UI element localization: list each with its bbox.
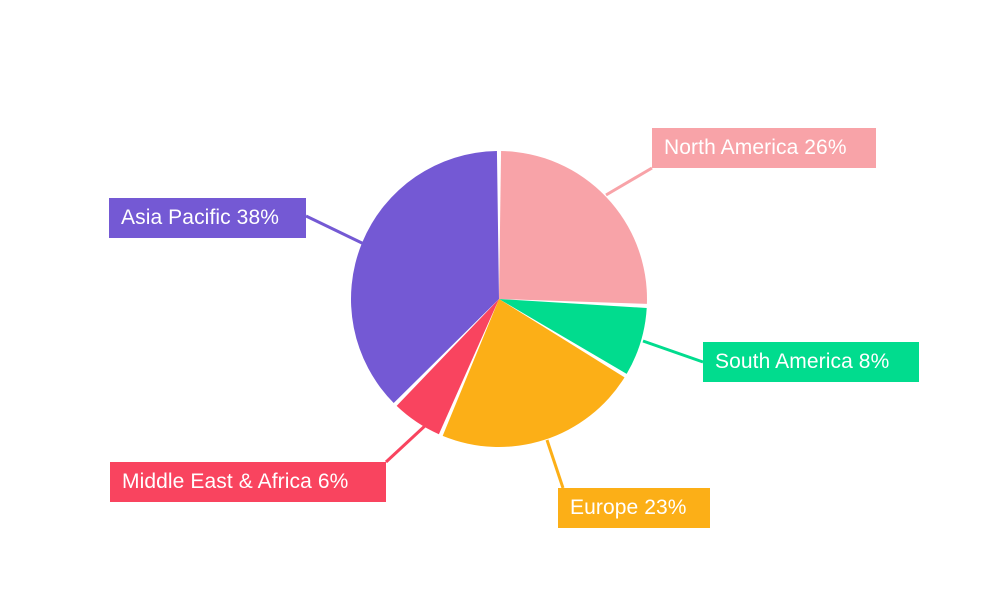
pie-label-asia-pacific[interactable]: Asia Pacific 38% <box>109 198 306 238</box>
leader-line-north-america <box>605 166 653 197</box>
pie-slice-north-america[interactable] <box>499 151 647 304</box>
pie-slice-europe[interactable] <box>442 299 625 447</box>
pie-slice-south-america[interactable] <box>499 299 647 374</box>
leader-line-middle-east-africa <box>384 422 429 464</box>
pie-slice-group <box>350 151 647 447</box>
leader-line-asia-pacific <box>305 214 365 246</box>
leader-line-group <box>305 166 704 489</box>
pie-label-middle-east-africa[interactable]: Middle East & Africa 6% <box>110 462 386 502</box>
pie-label-north-america[interactable]: North America 26% <box>652 128 876 168</box>
pie-label-south-america[interactable]: South America 8% <box>703 342 919 382</box>
pie-label-europe[interactable]: Europe 23% <box>558 488 710 528</box>
leader-line-europe <box>545 439 565 489</box>
pie-slice-middle-east-africa[interactable] <box>396 299 499 435</box>
leader-line-south-america <box>642 339 704 364</box>
pie-slice-asia-pacific[interactable] <box>350 151 499 403</box>
